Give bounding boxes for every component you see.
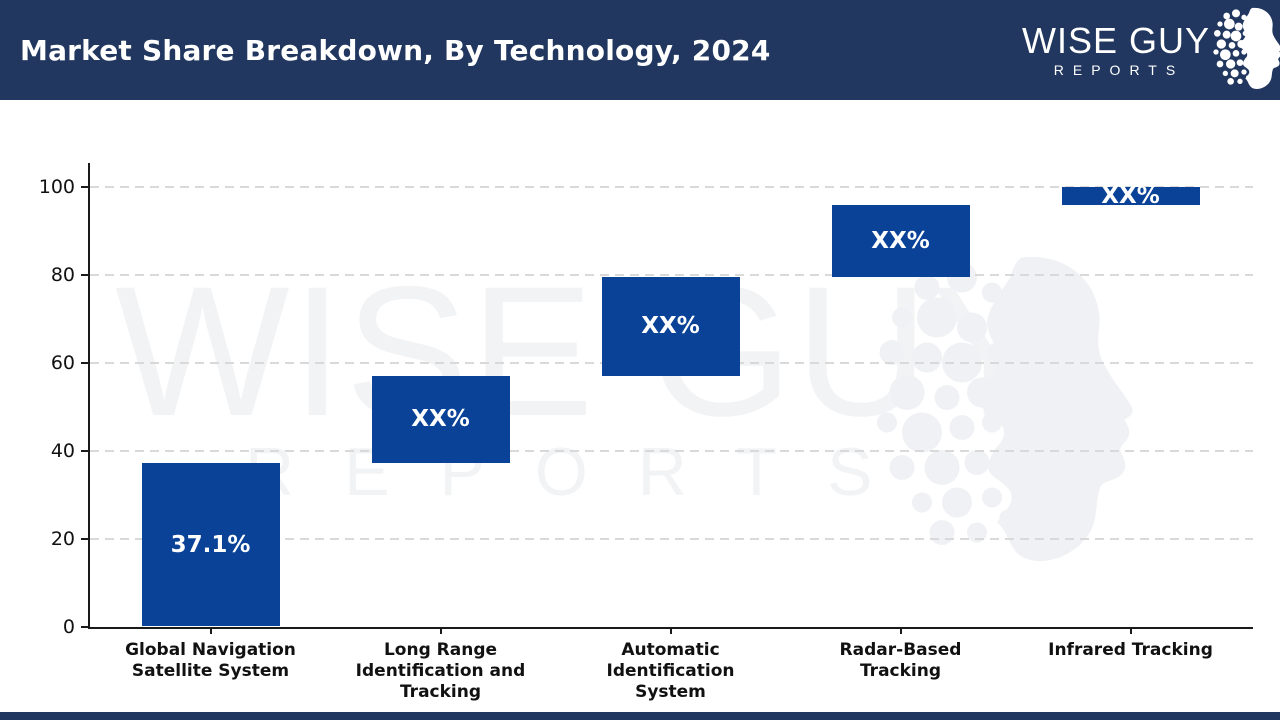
- bar-radar-based-tracking: XX%: [831, 204, 970, 278]
- y-tick-label-80: 80: [50, 263, 75, 286]
- x-axis: [88, 626, 1253, 629]
- y-axis: [88, 163, 90, 629]
- gridline-40: [90, 449, 1253, 452]
- chart-canvas: WISE GUY REPORTS 0 20 40 60 80 100 37.1% Global…: [0, 100, 1280, 712]
- x-category-label: Long Range Identification and Tracking: [321, 640, 561, 703]
- x-category-label-line: Automatic: [621, 640, 720, 660]
- x-category-label-line: Long Range: [383, 640, 498, 660]
- x-category-label: Infrared Tracking: [1011, 640, 1251, 661]
- bar-value-label: XX%: [1101, 182, 1160, 209]
- page-title: Market Share Breakdown, By Technology, 2…: [20, 33, 771, 67]
- y-tick-label-20: 20: [50, 527, 75, 550]
- gridline-80: [90, 273, 1253, 276]
- x-category-label-line: Identification and: [355, 661, 526, 681]
- x-category-label-line: Tracking: [859, 661, 942, 681]
- x-category-label: Global Navigation Satellite System: [91, 640, 331, 682]
- logo-subname: REPORTS: [1053, 61, 1185, 78]
- y-tick-40: [81, 449, 88, 452]
- bar-value-label: XX%: [641, 313, 700, 340]
- x-category-label-line: Tracking: [399, 682, 482, 702]
- x-category-label: Radar-Based Tracking: [781, 640, 1021, 682]
- x-category-label-line: Satellite System: [131, 661, 290, 681]
- plot-area: 0 20 40 60 80 100 37.1% Global Navigation Satell…: [0, 100, 1280, 712]
- x-category-label-line: Infrared Tracking: [1048, 640, 1213, 660]
- bar-value-label: 37.1%: [170, 531, 251, 558]
- wise-guy-logo: WISE GUY REPORTS: [1022, 0, 1280, 100]
- gridline-100: [90, 186, 1253, 188]
- bar-long-range-identification-and-tracking: XX%: [371, 375, 510, 464]
- logo-name: WISE GUY: [1021, 19, 1210, 61]
- x-tick-0: [209, 628, 212, 634]
- bar-automatic-identification-system: XX%: [601, 277, 740, 376]
- x-category-label-line: Identification: [606, 661, 735, 681]
- x-category-label-line: System: [635, 682, 706, 702]
- x-category-label-line: Radar-Based: [839, 640, 962, 660]
- x-tick-1: [439, 628, 442, 634]
- bar-global-navigation-satellite-system: 37.1%: [141, 463, 280, 627]
- bar-value-label: XX%: [871, 227, 930, 254]
- logo-text-block: WISE GUY REPORTS: [1021, 19, 1210, 78]
- y-tick-0: [81, 625, 88, 628]
- header-bar: Market Share Breakdown, By Technology, 2…: [0, 0, 1280, 100]
- x-tick-2: [669, 628, 672, 634]
- y-tick-label-60: 60: [50, 351, 75, 374]
- x-category-label: Automatic Identification System: [551, 640, 791, 703]
- y-tick-60: [81, 361, 88, 364]
- x-tick-3: [899, 628, 902, 634]
- bar-value-label: XX%: [411, 406, 470, 433]
- x-tick-4: [1129, 628, 1132, 634]
- y-tick-label-40: 40: [50, 439, 75, 462]
- y-tick-100: [81, 186, 88, 188]
- x-category-label-line: Global Navigation: [125, 640, 296, 660]
- gridline-20: [90, 537, 1253, 540]
- y-tick-label-0: 0: [62, 615, 75, 638]
- footer-strip: [0, 712, 1280, 720]
- y-tick-label-100: 100: [38, 176, 75, 198]
- head-profile-icon: [1212, 4, 1280, 96]
- y-tick-80: [81, 273, 88, 276]
- y-tick-20: [81, 537, 88, 540]
- bar-infrared-tracking: XX%: [1061, 183, 1200, 209]
